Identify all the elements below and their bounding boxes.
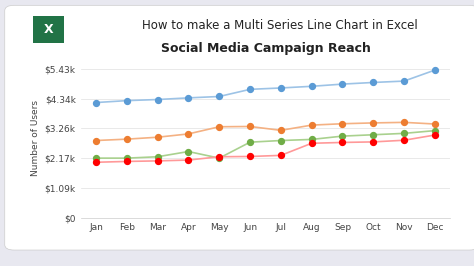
Point <box>370 80 377 85</box>
Point <box>185 158 192 162</box>
Point <box>308 123 316 127</box>
Point <box>246 140 254 144</box>
Point <box>338 140 346 145</box>
Point <box>431 128 439 133</box>
Point <box>185 149 192 154</box>
Point <box>154 135 161 139</box>
Point <box>215 155 223 159</box>
Point <box>400 138 408 142</box>
Point <box>277 138 284 143</box>
Point <box>154 97 161 102</box>
Point <box>154 155 161 159</box>
Point <box>308 84 316 88</box>
Point <box>338 122 346 126</box>
Y-axis label: Number of Users: Number of Users <box>31 100 40 176</box>
Point <box>123 98 131 103</box>
Point <box>400 79 408 83</box>
Point <box>185 132 192 136</box>
Text: X: X <box>44 23 54 36</box>
Point <box>92 138 100 143</box>
Point <box>431 122 439 126</box>
Point <box>338 82 346 86</box>
Point <box>246 124 254 129</box>
Point <box>400 131 408 135</box>
Point <box>431 68 439 72</box>
Point <box>277 128 284 132</box>
Point <box>308 137 316 142</box>
Point <box>370 121 377 125</box>
Point <box>308 141 316 146</box>
Point <box>123 156 131 160</box>
Point <box>277 153 284 157</box>
Point <box>215 156 223 160</box>
Point <box>215 125 223 129</box>
Point <box>370 140 377 144</box>
Point <box>123 159 131 164</box>
Point <box>185 96 192 100</box>
Point <box>92 101 100 105</box>
Point <box>123 137 131 141</box>
Point <box>246 154 254 159</box>
Text: How to make a Multi Series Line Chart in Excel: How to make a Multi Series Line Chart in… <box>142 19 418 32</box>
Point <box>277 86 284 90</box>
Point <box>400 120 408 124</box>
Point <box>215 94 223 99</box>
Point <box>338 134 346 138</box>
Point <box>92 160 100 164</box>
Point <box>154 159 161 163</box>
Point <box>370 133 377 137</box>
Title: Social Media Campaign Reach: Social Media Campaign Reach <box>161 41 370 55</box>
Point <box>431 133 439 137</box>
Point <box>246 87 254 92</box>
Point <box>92 156 100 160</box>
